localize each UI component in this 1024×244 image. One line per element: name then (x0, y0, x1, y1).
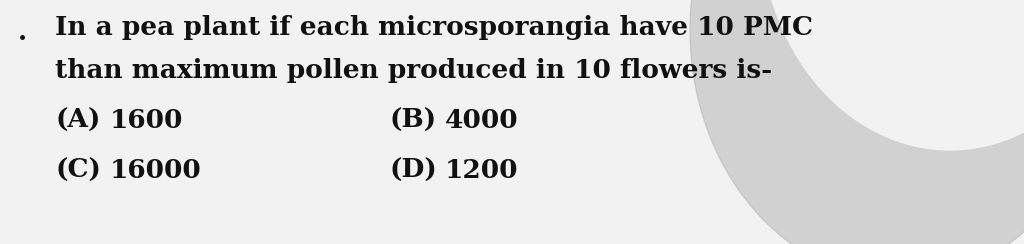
Text: 16000: 16000 (110, 158, 202, 183)
Ellipse shape (690, 0, 1024, 244)
Ellipse shape (760, 0, 1024, 150)
Text: than maximum pollen produced in 10 flowers is-: than maximum pollen produced in 10 flowe… (55, 58, 772, 83)
Text: (D): (D) (390, 158, 437, 183)
Text: (C): (C) (55, 158, 101, 183)
Text: 1200: 1200 (445, 158, 518, 183)
Text: 4000: 4000 (445, 108, 518, 133)
Text: In a pea plant if each microsporangia have 10 PMC: In a pea plant if each microsporangia ha… (55, 15, 813, 40)
Text: (A): (A) (55, 108, 100, 133)
Text: (B): (B) (390, 108, 437, 133)
Text: .: . (18, 20, 27, 45)
Text: 1600: 1600 (110, 108, 183, 133)
